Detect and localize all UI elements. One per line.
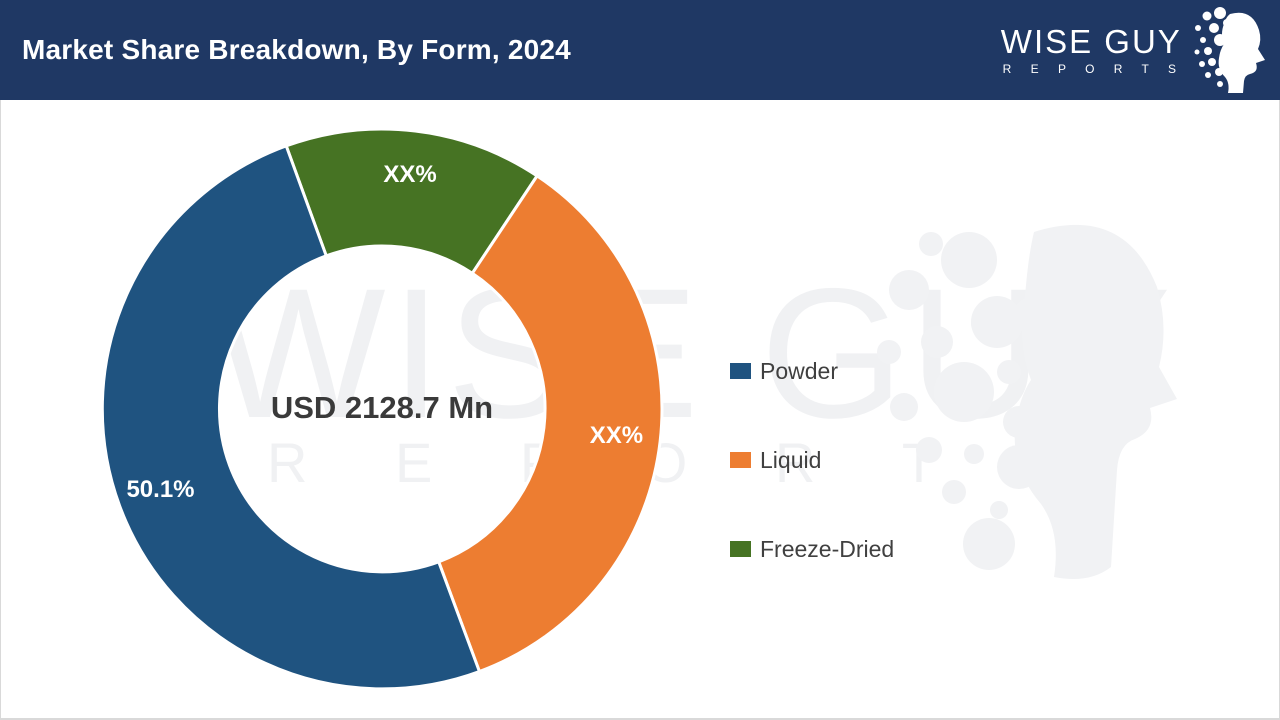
logo-wordmark: WISE GUY: [1000, 22, 1182, 60]
slice-label-liquid: XX%: [589, 422, 644, 450]
legend-item-freeze-dried: Freeze-Dried: [730, 536, 894, 562]
legend-label-powder: Powder: [760, 358, 838, 384]
legend: Powder Liquid Freeze-Dried: [730, 358, 894, 625]
donut-center-value: USD 2128.7 Mn: [270, 390, 494, 425]
logo-face-icon: [1194, 7, 1265, 93]
legend-item-liquid: Liquid: [730, 447, 894, 473]
logo-subtitle: R E P O R T S: [1002, 61, 1184, 76]
logo-text: WISE GUY R E P O R T S: [999, 25, 1184, 76]
donut-slice-powder: [100, 144, 481, 691]
donut-chart: [100, 127, 664, 691]
legend-label-freeze-dried: Freeze-Dried: [760, 536, 895, 562]
wiseguy-logo: WISE GUY R E P O R T S: [999, 6, 1280, 94]
header-bar: Market Share Breakdown, By Form, 2024 WI…: [0, 0, 1280, 100]
legend-item-powder: Powder: [730, 358, 894, 384]
slice-label-freeze-dried: XX%: [383, 160, 437, 188]
legend-swatch-freeze-dried: [730, 541, 751, 557]
slice-label-powder: 50.1%: [126, 476, 195, 504]
chart-panel: WISE GUY R E P O R T S USD 2128.7 Mn XX%…: [0, 100, 1280, 720]
legend-label-liquid: Liquid: [760, 447, 822, 473]
donut-slice-liquid: [437, 174, 664, 674]
legend-swatch-powder: [730, 363, 751, 379]
page-title: Market Share Breakdown, By Form, 2024: [22, 34, 571, 65]
legend-swatch-liquid: [730, 452, 751, 468]
